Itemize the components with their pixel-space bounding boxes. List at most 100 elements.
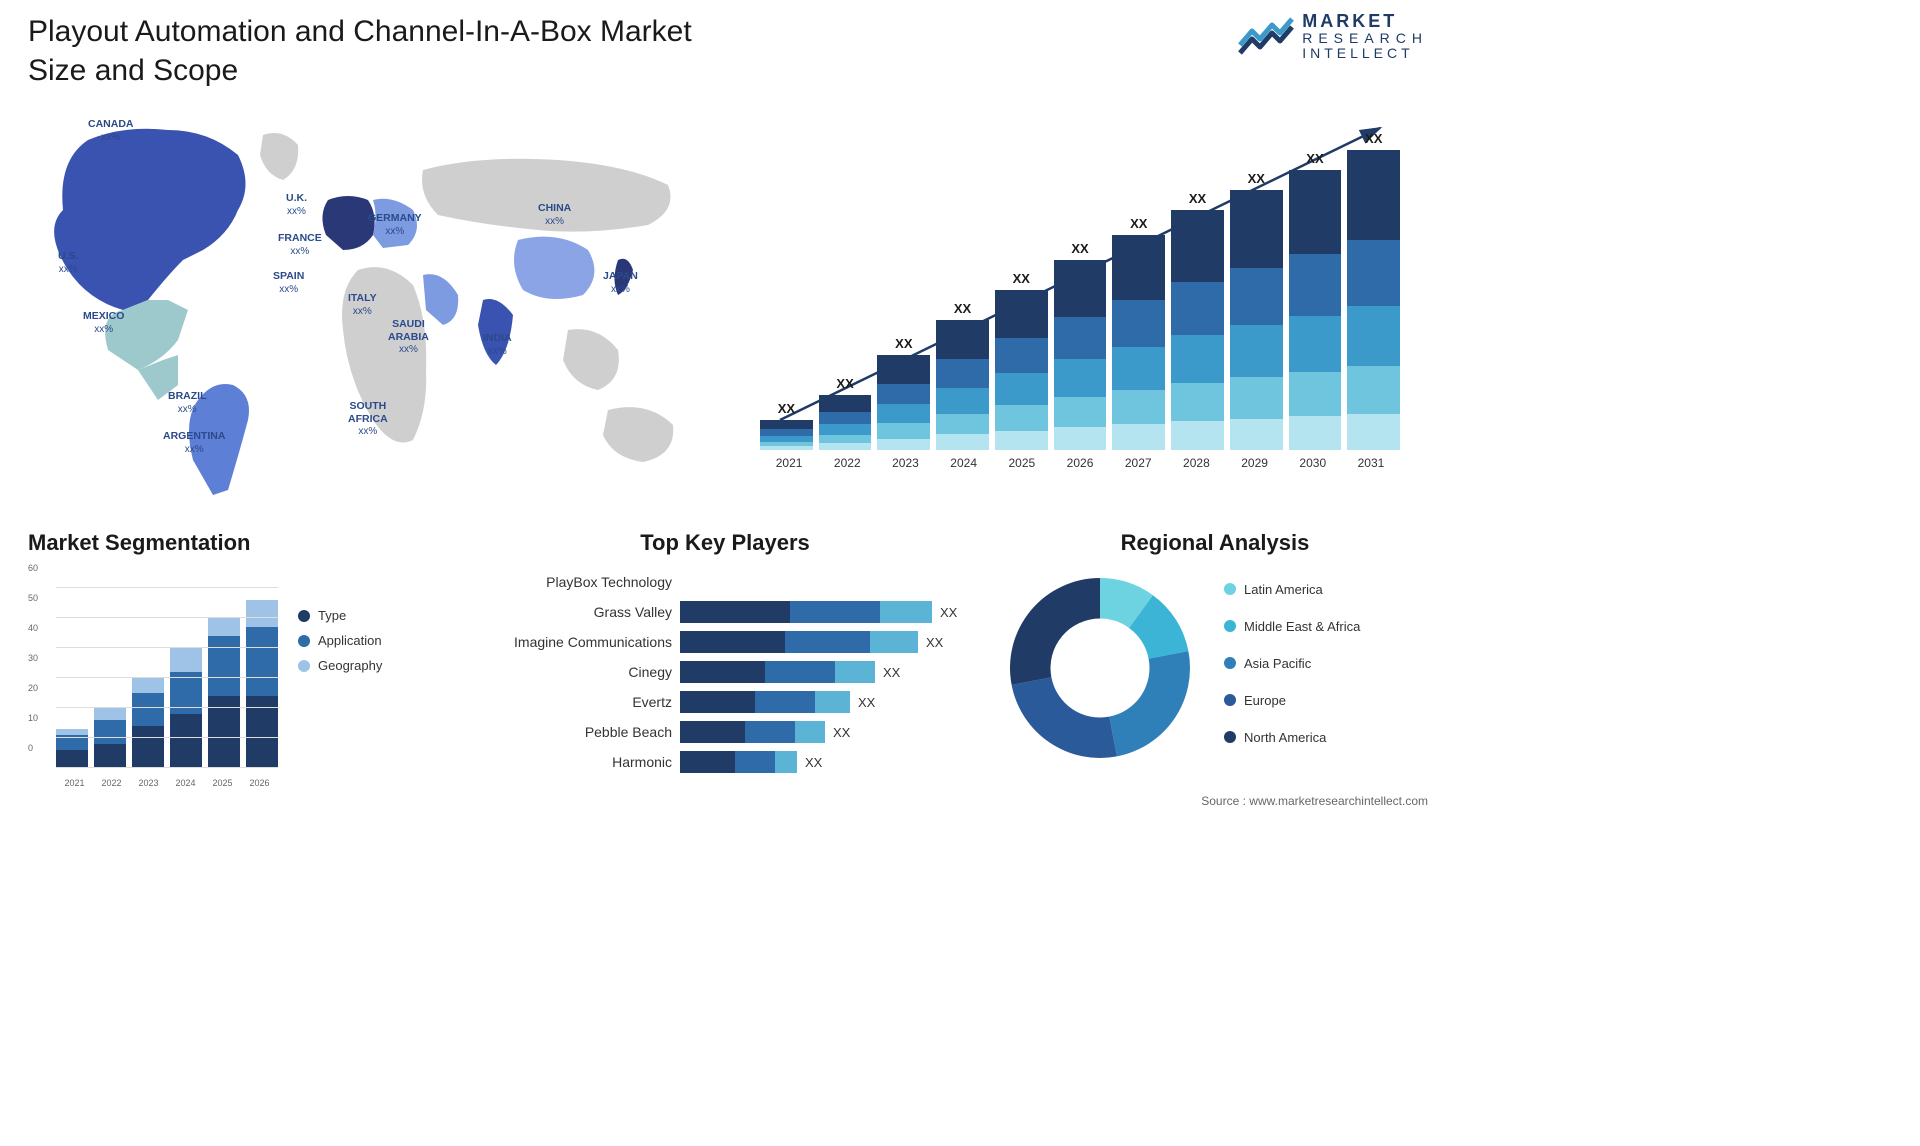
map-label: INDIAxx% [483,332,512,358]
map-label: JAPANxx% [603,270,638,296]
player-name: Pebble Beach [480,724,680,740]
seg-bar [94,708,126,768]
legend-item: North America [1224,730,1360,745]
growth-bar-label: XX [1071,241,1088,256]
player-value: XX [858,695,875,710]
seg-year-label: 2025 [204,778,241,788]
map-label: ARGENTINAxx% [163,430,225,456]
legend-item: Europe [1224,693,1360,708]
seg-ytick: 40 [28,623,38,633]
player-name: Imagine Communications [480,634,680,650]
seg-bar [170,648,202,768]
map-label: MEXICOxx% [83,310,124,336]
seg-year-label: 2022 [93,778,130,788]
growth-bar: XX [936,301,989,450]
map-label: GERMANYxx% [368,212,422,238]
growth-bar-label: XX [1013,271,1030,286]
seg-ytick: 50 [28,593,38,603]
growth-bar: XX [877,336,930,450]
regional-legend: Latin America Middle East & Africa Asia Pa… [1224,582,1360,755]
player-value: XX [926,635,943,650]
growth-year-label: 2026 [1051,456,1109,470]
player-row: Imagine Communications XX [480,628,970,656]
growth-year-label: 2028 [1167,456,1225,470]
legend-swatch [1224,731,1236,743]
legend-swatch [1224,620,1236,632]
regional-section: Regional Analysis Latin America Middle Ea… [1000,530,1430,768]
map-label: FRANCExx% [278,232,322,258]
map-label: BRAZILxx% [168,390,207,416]
legend-label: North America [1244,730,1326,745]
growth-year-label: 2024 [935,456,993,470]
player-row: Evertz XX [480,688,970,716]
growth-bar-label: XX [1365,131,1382,146]
legend-swatch [1224,694,1236,706]
seg-bar [56,729,88,768]
growth-year-label: 2023 [876,456,934,470]
map-label: CANADAxx% [88,118,134,144]
segmentation-title: Market Segmentation [28,530,458,556]
legend-label: Europe [1244,693,1286,708]
legend-label: Asia Pacific [1244,656,1311,671]
legend-item: Type [298,608,382,623]
regional-title: Regional Analysis [1000,530,1430,556]
legend-swatch [298,610,310,622]
growth-bar: XX [819,376,872,450]
legend-item: Geography [298,658,382,673]
map-label: ITALYxx% [348,292,377,318]
donut-slice [1109,651,1190,756]
growth-bar-label: XX [1189,191,1206,206]
seg-year-label: 2024 [167,778,204,788]
growth-bar: XX [1171,191,1224,450]
player-row: CinegyXX [480,658,970,686]
growth-bar: XX [1347,131,1400,450]
growth-year-label: 2030 [1284,456,1342,470]
player-name: Evertz [480,694,680,710]
seg-bar [132,678,164,768]
players-section: Top Key Players PlayBox TechnologyGrass … [480,530,970,776]
legend-swatch [1224,657,1236,669]
donut-slice [1012,677,1117,758]
seg-ytick: 10 [28,713,38,723]
legend-swatch [298,660,310,672]
growth-year-label: 2025 [993,456,1051,470]
legend-label: Application [318,633,382,648]
map-label: CHINAxx% [538,202,571,228]
segmentation-chart: 0102030405060 202120222023202420252026 [28,568,278,788]
map-label: SPAINxx% [273,270,304,296]
growth-bar: XX [1289,151,1342,450]
seg-bar [246,600,278,768]
player-row: HarmonicXX [480,748,970,776]
seg-year-label: 2023 [130,778,167,788]
map-label: SOUTHAFRICAxx% [348,400,388,438]
seg-year-label: 2026 [241,778,278,788]
player-name: Harmonic [480,754,680,770]
legend-label: Middle East & Africa [1244,619,1360,634]
growth-bar-label: XX [1306,151,1323,166]
page-title: Playout Automation and Channel-In-A-Box … [28,12,748,90]
seg-bar [208,618,240,768]
player-row: Pebble BeachXX [480,718,970,746]
seg-ytick: 0 [28,743,33,753]
legend-label: Latin America [1244,582,1323,597]
growth-bar: XX [995,271,1048,450]
growth-year-label: 2021 [760,456,818,470]
donut-slice [1010,578,1100,685]
legend-label: Type [318,608,346,623]
players-chart: PlayBox TechnologyGrass ValleyXXImagine … [480,568,970,776]
legend-item: Application [298,633,382,648]
player-row: Grass ValleyXX [480,598,970,626]
legend-label: Geography [318,658,382,673]
player-name: PlayBox Technology [480,574,680,590]
seg-ytick: 20 [28,683,38,693]
growth-bar: XX [1230,171,1283,450]
seg-ytick: 30 [28,653,38,663]
growth-bar-label: XX [778,401,795,416]
growth-bar-label: XX [1248,171,1265,186]
map-label: U.K.xx% [286,192,307,218]
growth-bar: XX [760,401,813,450]
player-name: Grass Valley [480,604,680,620]
growth-bar-label: XX [836,376,853,391]
seg-year-label: 2021 [56,778,93,788]
legend-swatch [1224,583,1236,595]
